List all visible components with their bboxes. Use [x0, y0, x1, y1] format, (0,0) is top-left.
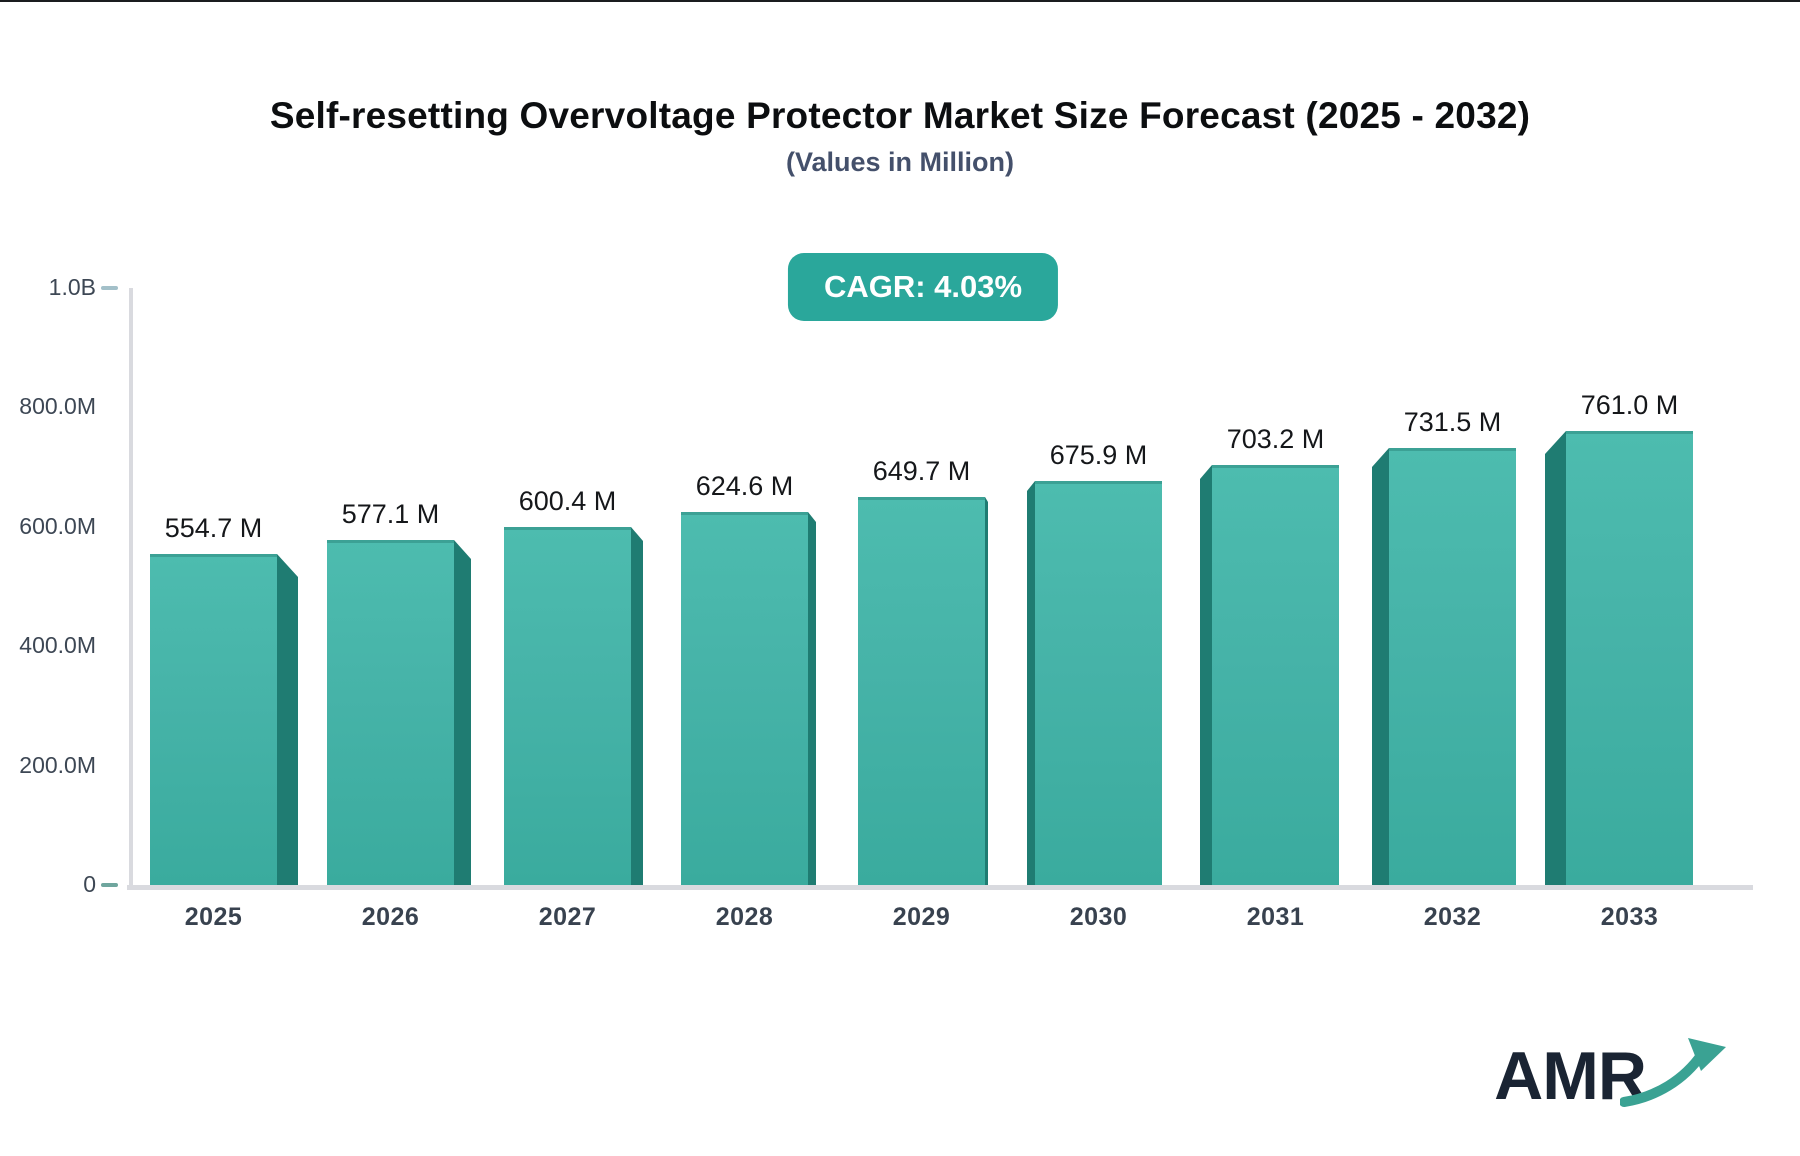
x-axis	[127, 885, 1753, 890]
x-tick-label: 2032	[1423, 903, 1482, 931]
x-tick-label: 2029	[892, 903, 951, 931]
x-tick-label: 2027	[538, 903, 597, 931]
bar-side	[1200, 465, 1212, 885]
y-tick-label: 600.0M	[19, 512, 96, 539]
x-tick-label: 2025	[184, 903, 243, 931]
bar-value-label: 761.0 M	[1580, 390, 1679, 420]
x-tick-label: 2026	[361, 903, 420, 931]
y-tick-label: 0	[83, 871, 96, 897]
bar	[1212, 465, 1339, 885]
bar-side	[277, 554, 298, 885]
bar-side	[1027, 481, 1035, 885]
y-tick-dash	[101, 286, 118, 290]
bar-value-label: 703.2 M	[1226, 424, 1325, 454]
y-tick-label: 200.0M	[19, 751, 96, 778]
amr-logo: AMR	[1494, 1038, 1728, 1110]
bar-side	[454, 540, 471, 885]
bar-value-label: 577.1 M	[341, 499, 440, 529]
bar-side	[985, 497, 988, 885]
bar	[327, 540, 454, 885]
bar-side	[808, 512, 816, 885]
y-axis	[129, 288, 133, 889]
bar-side	[631, 527, 643, 885]
y-tick-label: 1.0B	[48, 274, 96, 300]
bar-side	[1545, 431, 1566, 885]
growth-arrow-icon	[1620, 1038, 1726, 1107]
bar-value-label: 554.7 M	[164, 513, 263, 543]
y-tick-dash	[101, 883, 118, 887]
y-tick-label: 800.0M	[19, 393, 96, 420]
bar-value-label: 731.5 M	[1403, 407, 1502, 437]
chart-title: Self-resetting Overvoltage Protector Mar…	[269, 95, 1531, 136]
chart-subtitle: (Values in Million)	[785, 147, 1015, 177]
bar	[504, 527, 631, 885]
bar	[1389, 448, 1516, 885]
bar-value-label: 675.9 M	[1049, 440, 1148, 470]
bar	[1035, 481, 1162, 885]
x-tick-label: 2028	[715, 903, 774, 931]
x-tick-label: 2033	[1600, 903, 1659, 931]
bar-value-label: 649.7 M	[872, 456, 971, 486]
x-tick-label: 2031	[1246, 903, 1305, 931]
bar	[150, 554, 277, 885]
cagr-badge: CAGR: 4.03%	[787, 253, 1059, 321]
top-border	[0, 0, 1800, 2]
bar	[858, 497, 985, 885]
x-tick-label: 2030	[1069, 903, 1128, 931]
bar	[681, 512, 808, 885]
bar-side	[1372, 448, 1389, 885]
y-tick-label: 400.0M	[19, 632, 96, 659]
bar	[1566, 431, 1693, 885]
bar-value-label: 600.4 M	[518, 486, 617, 516]
bar-value-label: 624.6 M	[695, 471, 794, 501]
